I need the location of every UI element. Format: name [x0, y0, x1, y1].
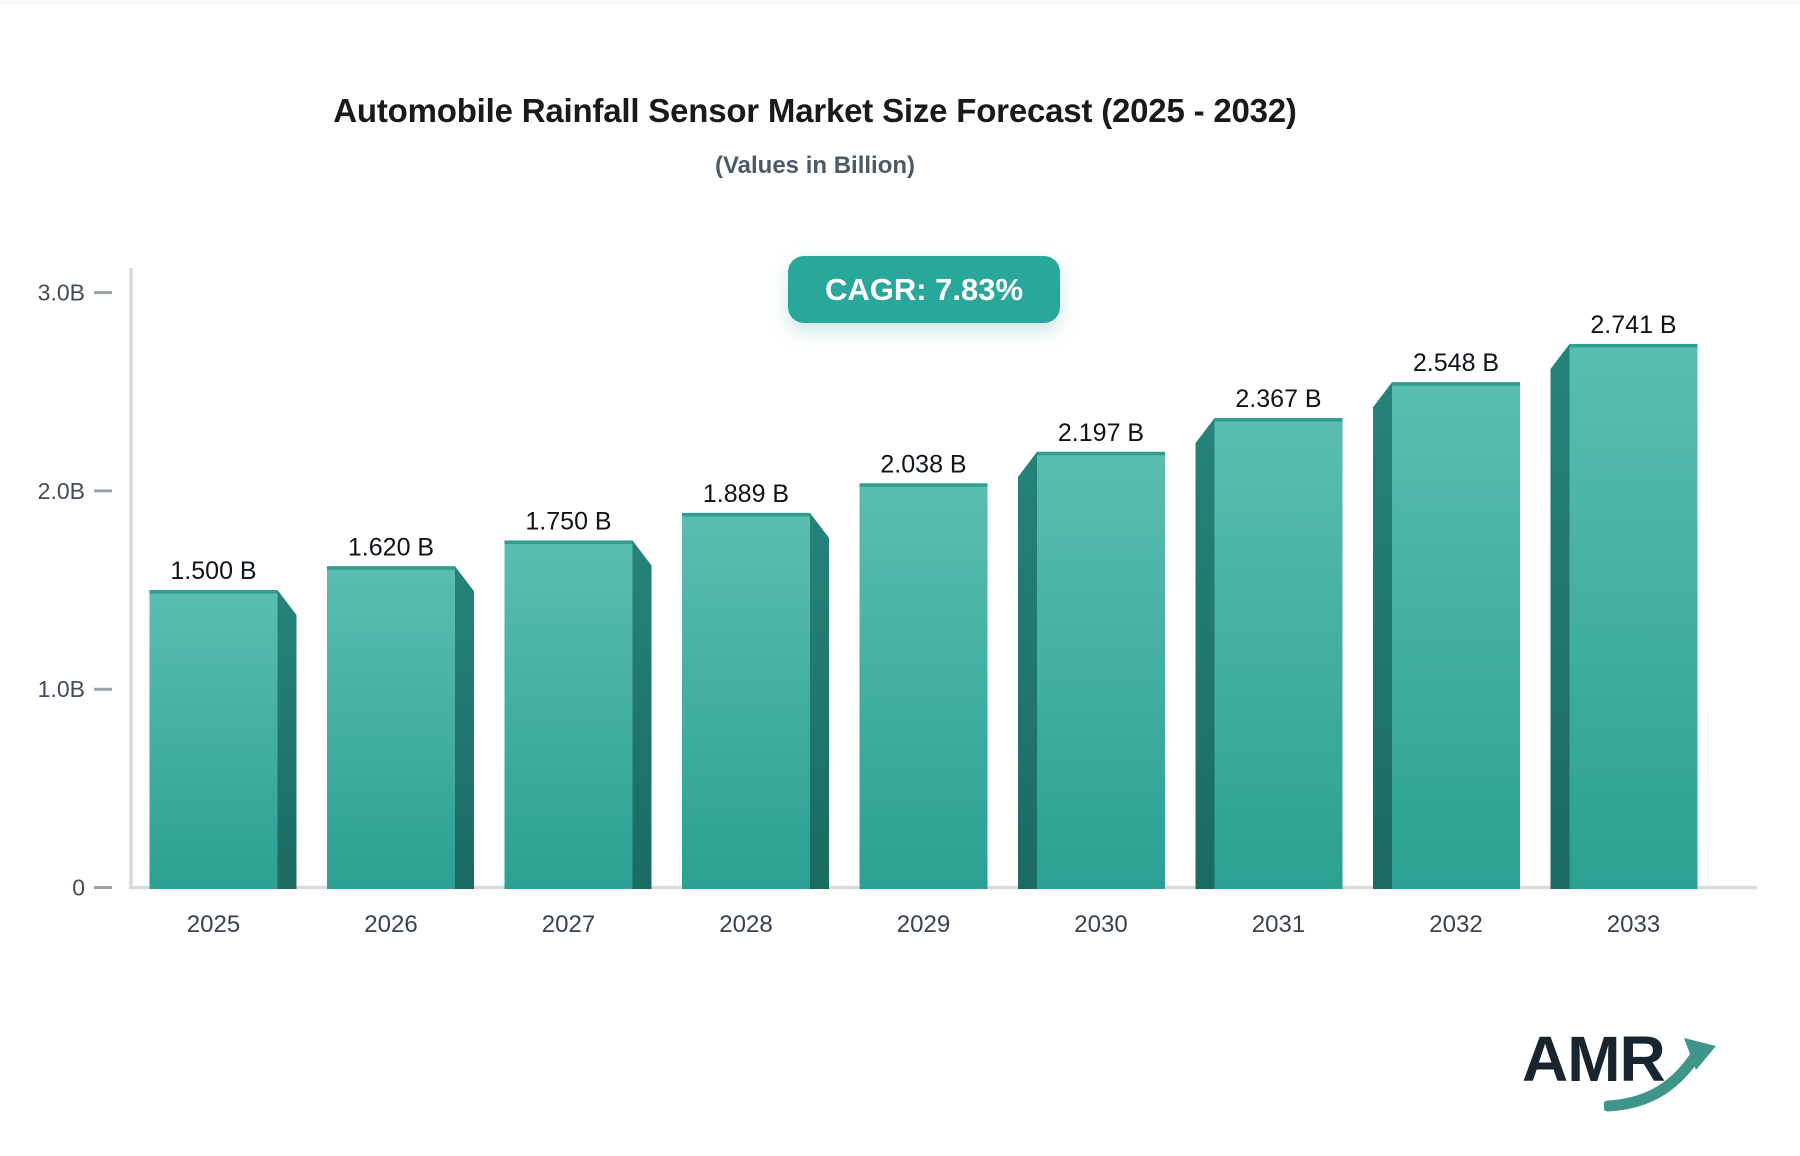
bar-top-edge [1037, 451, 1165, 456]
bar-2027: 1.750 B 2027 [504, 507, 652, 938]
bar-top-edge [327, 566, 455, 570]
x-axis-label: 2025 [187, 911, 240, 938]
bar-side-face [1373, 382, 1392, 889]
bar-top-edge [859, 483, 988, 487]
x-axis-label: 2033 [1607, 911, 1660, 938]
amr-logo: AMR [1522, 1022, 1722, 1122]
chart-header: Automobile Rainfall Sensor Market Size F… [0, 92, 1630, 180]
bar-2026: 1.620 B 2026 [327, 533, 474, 938]
x-axis-label: 2029 [897, 911, 950, 938]
x-axis-label: 2032 [1429, 911, 1482, 938]
bar-side-face [632, 540, 652, 889]
bar-2033: 2.741 B 2033 [1550, 311, 1698, 938]
y-axis-tick-label: 1.0B [38, 676, 85, 702]
bar-front-face [1037, 451, 1165, 889]
chart-title: Automobile Rainfall Sensor Market Size F… [333, 92, 1297, 129]
bar-side-face [455, 566, 474, 889]
y-axis-tick-label: 3.0B [38, 280, 85, 306]
x-axis-label: 2031 [1252, 911, 1305, 938]
bar-2032: 2.548 B 2032 [1373, 349, 1520, 938]
cagr-badge: CAGR: 7.83% [788, 256, 1060, 323]
top-edge-strip [0, 0, 1800, 5]
bar-2028: 1.889 B 2028 [682, 480, 829, 938]
bar-front-face [504, 540, 633, 889]
bar-side-face [1018, 451, 1037, 889]
bar-front-face [682, 512, 810, 889]
x-axis-label: 2030 [1074, 911, 1127, 938]
bar-front-face [1569, 343, 1698, 889]
bar-front-face [149, 590, 278, 889]
bar-value-label: 2.038 B [880, 450, 966, 478]
bar-top-edge [1214, 418, 1343, 422]
bar-side-face [277, 590, 297, 889]
bar-side-face [810, 512, 829, 889]
bar-top-edge [504, 540, 633, 544]
bar-value-label: 1.620 B [348, 533, 434, 561]
plot-area: 0 1.0B 2.0B 3.0B 1.500 B 2025 1.620 B 2026 1.750… [38, 268, 1757, 938]
bar-value-label: 2.367 B [1235, 385, 1321, 413]
x-axis-label: 2026 [364, 911, 417, 938]
bar-front-face [1214, 418, 1343, 889]
amr-logo-text: AMR [1522, 1023, 1666, 1095]
bar-value-label: 1.889 B [703, 480, 789, 508]
chart-subtitle: (Values in Billion) [714, 152, 916, 179]
y-axis-tick-label: 2.0B [38, 478, 85, 504]
bar-front-face [859, 483, 988, 889]
bar-value-label: 2.197 B [1058, 419, 1144, 447]
bar-side-face [1550, 343, 1570, 889]
bar-value-label: 2.548 B [1413, 349, 1499, 377]
bar-top-edge [149, 590, 278, 594]
bar-top-edge [1569, 343, 1698, 348]
bar-2030: 2.197 B 2030 [1018, 419, 1165, 938]
bar-side-face [1195, 418, 1215, 889]
bar-2025: 1.500 B 2025 [149, 557, 297, 938]
x-axis-label: 2027 [542, 911, 595, 938]
x-axis-label: 2028 [719, 911, 772, 938]
bar-value-label: 2.741 B [1590, 311, 1676, 339]
bar-front-face [1392, 382, 1520, 889]
bar-value-label: 1.750 B [525, 507, 611, 535]
bar-front-face [327, 566, 455, 889]
y-axis-tick-label: 0 [72, 875, 85, 901]
bar-top-edge [1392, 382, 1520, 386]
bar-2031: 2.367 B 2031 [1195, 385, 1343, 938]
bar-top-edge [682, 512, 810, 517]
growth-arrow-icon [1604, 1038, 1716, 1112]
bar-2029: 2.038 B 2029 [859, 450, 988, 938]
bar-value-label: 1.500 B [170, 557, 256, 585]
